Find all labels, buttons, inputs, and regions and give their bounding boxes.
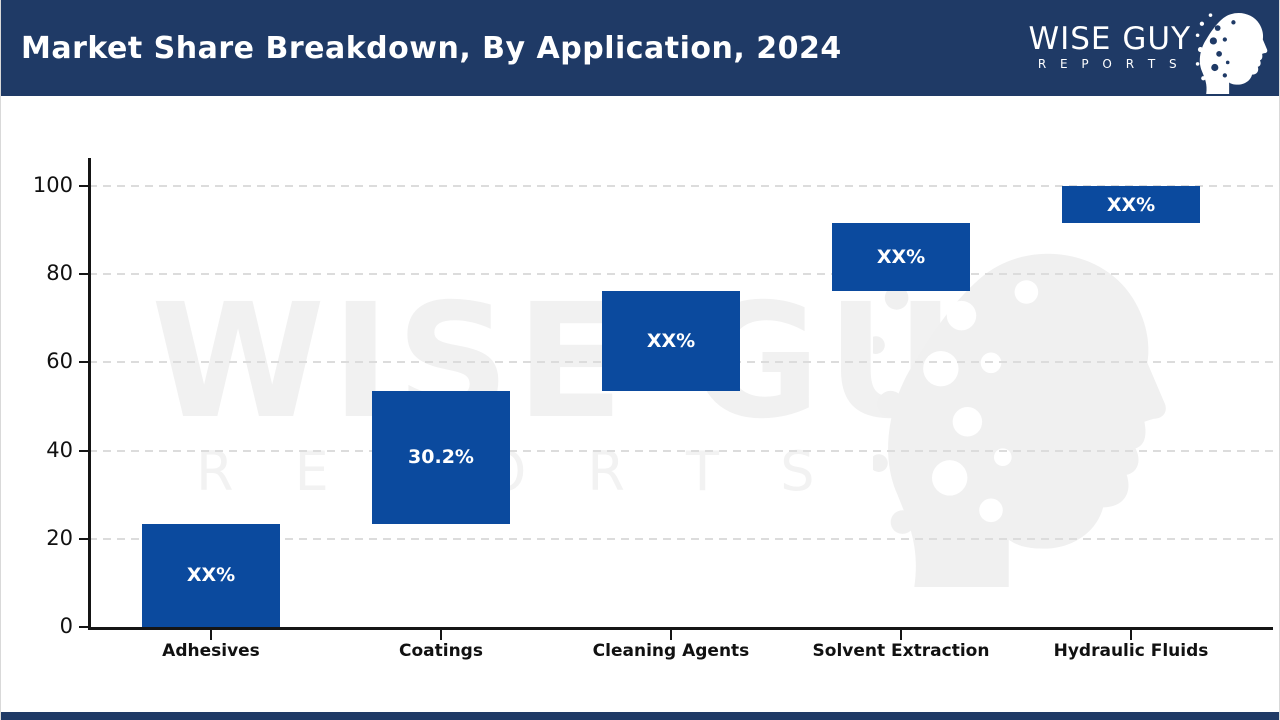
bar-value-label: 30.2% bbox=[408, 446, 474, 469]
bar-value-label: XX% bbox=[876, 246, 926, 269]
bar-value-label: XX% bbox=[646, 330, 696, 352]
x-tick-mark bbox=[210, 630, 212, 640]
gridline bbox=[89, 449, 1273, 452]
x-category-hydraulic-fluids: Hydraulic Fluids bbox=[1053, 641, 1209, 661]
y-tick-mark bbox=[79, 537, 89, 540]
x-tick-mark bbox=[900, 630, 902, 640]
dotted-head-icon bbox=[1195, 13, 1268, 94]
y-tick-label: 80 bbox=[46, 261, 73, 286]
footer-bar bbox=[1, 712, 1279, 720]
x-category-coatings: Coatings bbox=[399, 641, 483, 661]
y-tick-label: 100 bbox=[32, 173, 73, 197]
y-tick-label: 0 bbox=[59, 614, 73, 638]
header-bar: Market Share Breakdown, By Application, … bbox=[1, 0, 1279, 96]
y-tick-mark bbox=[79, 361, 89, 364]
gridline bbox=[89, 273, 1273, 276]
y-tick-mark bbox=[79, 449, 89, 452]
x-axis-line bbox=[89, 627, 1273, 630]
brand-logo: WISE GUY R E P O R T S bbox=[1009, 4, 1269, 94]
x-category-cleaning-agents: Cleaning Agents bbox=[592, 641, 750, 661]
x-category-solvent-extraction: Solvent Extraction bbox=[812, 641, 990, 661]
bar-cleaning-agents: XX% bbox=[602, 291, 740, 391]
bar-value-label: XX% bbox=[186, 564, 236, 587]
brand-name: WISE GUY bbox=[1028, 21, 1191, 57]
bar-coatings: 30.2% bbox=[372, 390, 510, 524]
y-tick-label: 20 bbox=[46, 525, 73, 550]
x-category-adhesives: Adhesives bbox=[162, 641, 260, 661]
y-tick-label: 40 bbox=[46, 437, 73, 462]
brand-subname: R E P O R T S bbox=[1037, 57, 1182, 71]
bar-adhesives: XX% bbox=[142, 523, 280, 627]
y-axis-line bbox=[88, 158, 91, 630]
x-tick-mark bbox=[670, 630, 672, 640]
y-tick-mark bbox=[79, 626, 89, 628]
watermark-head-icon bbox=[873, 247, 1166, 588]
bar-solvent-extraction: XX% bbox=[832, 223, 970, 292]
x-tick-mark bbox=[440, 630, 442, 640]
y-tick-label: 60 bbox=[46, 349, 73, 374]
brand-wordmark: WISE GUY R E P O R T S bbox=[1028, 22, 1191, 71]
gridline bbox=[89, 185, 1273, 187]
y-tick-mark bbox=[79, 185, 89, 187]
bar-hydraulic-fluids: XX% bbox=[1062, 186, 1200, 224]
y-tick-mark bbox=[79, 273, 89, 276]
gridline bbox=[89, 537, 1273, 540]
bar-value-label: XX% bbox=[1106, 193, 1156, 216]
x-tick-mark bbox=[1130, 630, 1132, 640]
page-title: Market Share Breakdown, By Application, … bbox=[21, 30, 842, 66]
